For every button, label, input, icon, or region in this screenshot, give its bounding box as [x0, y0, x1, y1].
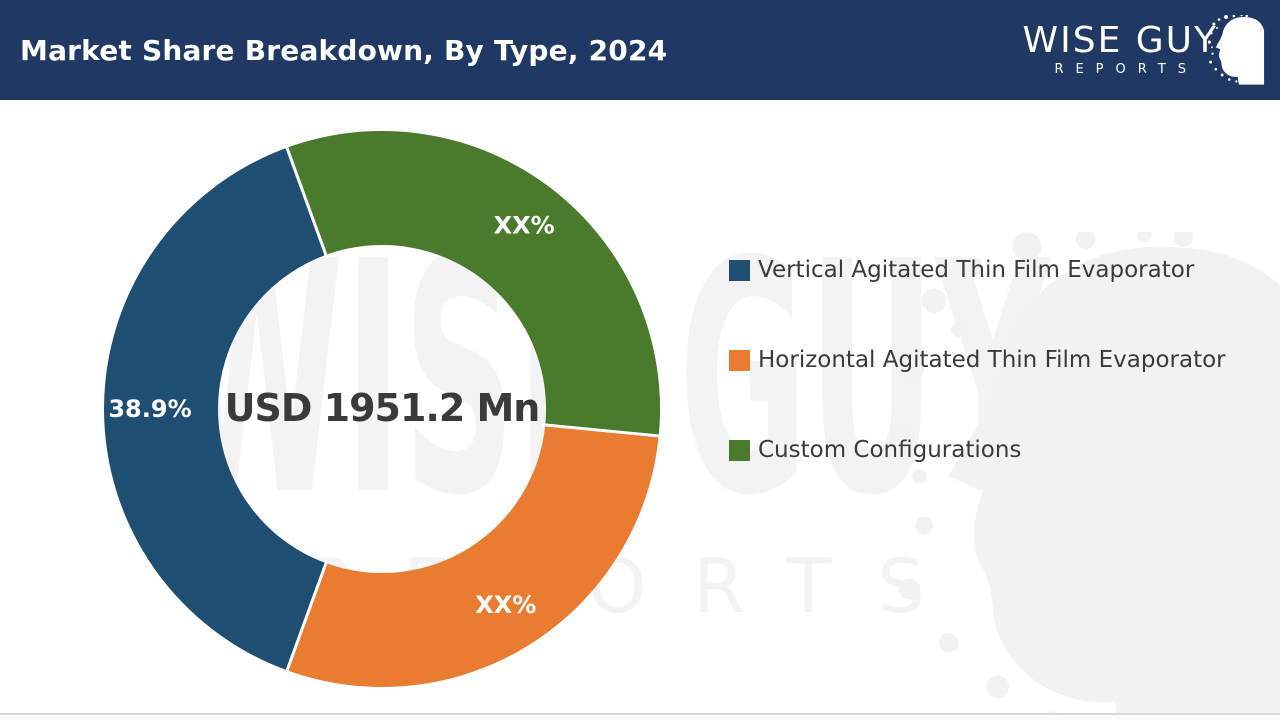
- legend-item-custom-configurations: Custom Configurations: [729, 436, 1226, 464]
- legend-label: Vertical Agitated Thin Film Evaporator: [758, 257, 1195, 283]
- segment-separator: [284, 145, 329, 259]
- slice-label: 38.9%: [108, 395, 191, 423]
- legend-item-vertical-agitated-thin-film-evaporator: Vertical Agitated Thin Film Evaporator: [729, 256, 1226, 284]
- donut-segment-horizontal-agitated-thin-film-evaporator: [287, 424, 659, 687]
- page-title: Market Share Breakdown, By Type, 2024: [20, 33, 668, 67]
- donut-segment-custom-configurations: [286, 131, 660, 436]
- brand-subname: REPORTS: [1054, 62, 1199, 77]
- brand-logo-text: WISE GUY REPORTS: [1022, 20, 1219, 78]
- donut-segment-vertical-agitated-thin-film-evaporator: [104, 147, 327, 671]
- header: Market Share Breakdown, By Type, 2024 WI…: [0, 0, 1280, 100]
- legend: Vertical Agitated Thin Film Evaporator Ho…: [729, 256, 1226, 464]
- segment-separator: [285, 559, 329, 673]
- donut-chart: XX% XX% 38.9%: [104, 131, 661, 687]
- segment-separator: [542, 423, 661, 438]
- brand-logo: WISE GUY REPORTS: [1023, 8, 1267, 92]
- legend-swatch: [729, 259, 750, 281]
- bottom-strip: [0, 715, 1280, 720]
- chart-center-value: USD 1951.2 Mn: [224, 386, 541, 430]
- slice-label: XX%: [494, 212, 555, 240]
- legend-label: Horizontal Agitated Thin Film Evaporator: [758, 347, 1226, 373]
- legend-swatch: [729, 439, 750, 461]
- brand-name: WISE GUY: [1022, 20, 1218, 61]
- slice-label: XX%: [475, 591, 536, 619]
- legend-swatch: [729, 349, 750, 371]
- bottom-divider: [0, 713, 1280, 715]
- legend-item-horizontal-agitated-thin-film-evaporator: Horizontal Agitated Thin Film Evaporator: [729, 346, 1226, 374]
- legend-label: Custom Configurations: [758, 437, 1022, 463]
